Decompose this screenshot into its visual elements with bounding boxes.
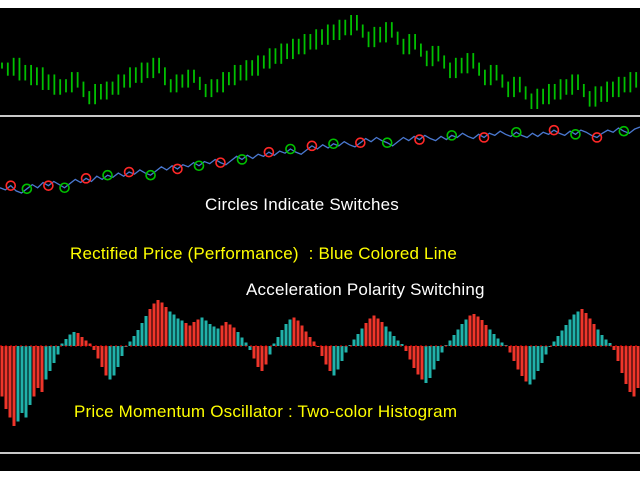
switch-circle-green: [570, 129, 581, 140]
switch-circle-red: [263, 146, 275, 158]
switch-circle-green: [618, 125, 630, 137]
bottom-frame-strip: [0, 471, 640, 480]
circles-caption: Circles Indicate Switches: [205, 195, 399, 214]
switch-circle-red: [172, 163, 183, 175]
switch-circle-green: [59, 182, 70, 194]
switch-circle-green: [381, 137, 393, 149]
switch-circle-green: [145, 169, 156, 181]
switch-circle-red: [215, 157, 226, 168]
switch-circle-green: [511, 126, 522, 138]
switch-circle-green: [446, 130, 458, 141]
switch-circle-red: [43, 180, 54, 191]
rectified-price-line-chart: [0, 124, 640, 195]
top-frame-strip: [0, 0, 640, 8]
switch-circle-red: [478, 132, 490, 143]
switch-circle-green: [21, 183, 33, 195]
momentum-histogram-chart: [0, 300, 640, 426]
acceleration-caption: Acceleration Polarity Switching: [246, 280, 485, 299]
switch-circle-green: [328, 138, 339, 150]
switch-circle-green: [236, 154, 248, 165]
switch-circle-red: [80, 173, 92, 184]
rectified-price-title: Rectified Price (Performance) : Blue Col…: [70, 244, 457, 263]
switch-circle-red: [548, 124, 560, 136]
panel-dividers: [0, 115, 640, 454]
switch-circle-green: [193, 160, 205, 172]
switch-circle-red: [355, 137, 366, 149]
switch-circle-red: [414, 134, 425, 145]
switch-circle-red: [5, 180, 17, 191]
switch-circle-green: [285, 143, 296, 155]
momentum-title: Price Momentum Oscillator : Two-color Hi…: [74, 402, 458, 421]
price-bars-chart: [1, 15, 638, 109]
switch-circle-red: [591, 132, 603, 143]
switch-circle-red: [306, 140, 318, 152]
switch-circle-green: [102, 169, 113, 181]
switch-circle-red: [123, 166, 135, 178]
rectified-price-polyline: [0, 126, 640, 194]
